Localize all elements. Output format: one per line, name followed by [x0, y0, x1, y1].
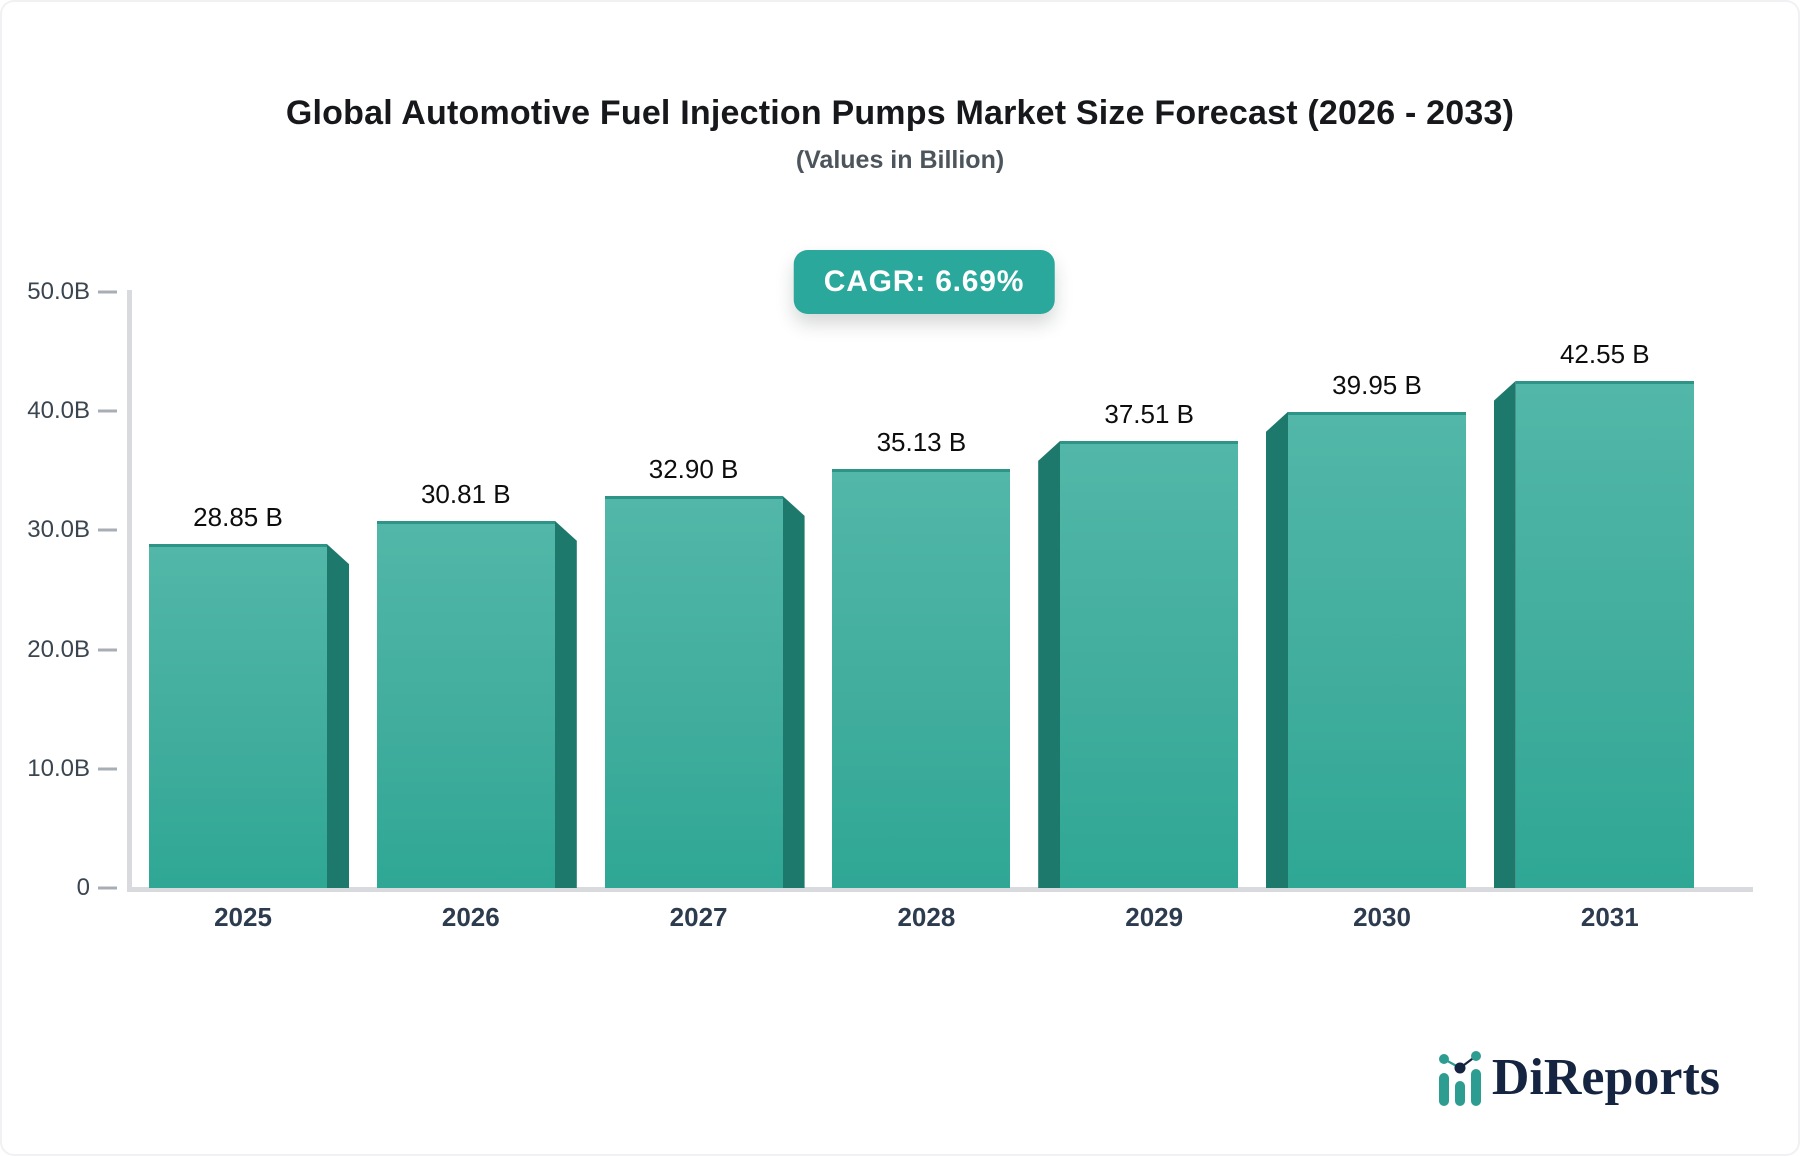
x-axis-tick-label: 2025	[214, 902, 272, 932]
x-axis-baseline	[127, 887, 1753, 892]
bar-value-label: 37.51 B	[1104, 398, 1194, 429]
bar-2025	[149, 544, 327, 888]
y-axis-tick-mark	[98, 528, 117, 532]
bar-2031-side-face	[1493, 380, 1516, 888]
bar-2029-side-face	[1038, 440, 1061, 888]
bar-value-label: 35.13 B	[876, 427, 967, 458]
chart-subtitle: (Values in Billion)	[795, 146, 1005, 174]
cagr-badge: CAGR: 6.69%	[793, 250, 1055, 314]
y-axis-tick-mark	[98, 648, 117, 652]
x-axis-tick-label: 2031	[1580, 902, 1639, 932]
x-axis-tick-label: 2029	[1125, 902, 1184, 932]
bar-2031	[1515, 380, 1694, 888]
bar-2026	[376, 520, 555, 888]
y-axis-tick-label: 10.0B	[27, 754, 90, 782]
logo-chart-icon	[1438, 1051, 1481, 1106]
y-axis-tick-label: 30.0B	[27, 516, 90, 544]
chart-title: Global Automotive Fuel Injection Pumps M…	[285, 94, 1515, 132]
x-axis-tick-label: 2030	[1353, 902, 1411, 932]
bar-2029	[1060, 440, 1239, 888]
logo-text: DiReports	[1491, 1049, 1720, 1106]
y-axis-tick-label: 40.0B	[27, 397, 90, 425]
brand-logo: DiReports	[1437, 1050, 1720, 1106]
y-axis-line	[127, 290, 132, 892]
bar-2027-side-face	[782, 495, 805, 888]
y-axis-tick-mark	[98, 409, 117, 413]
bar-2030-side-face	[1266, 411, 1288, 888]
bar-value-label: 42.55 B	[1559, 338, 1650, 369]
bar-value-label: 39.95 B	[1332, 369, 1422, 400]
bar-2030	[1288, 411, 1466, 888]
y-axis-tick-mark	[98, 290, 117, 294]
x-axis-tick-label: 2026	[441, 902, 500, 932]
x-axis-tick-label: 2028	[897, 902, 956, 932]
bar-2026-side-face	[554, 520, 577, 888]
y-axis-tick-label: 50.0B	[27, 278, 90, 305]
y-axis-tick-label: 20.0B	[27, 635, 90, 663]
bar-value-label: 32.90 B	[648, 453, 739, 484]
bar-value-label: 28.85 B	[193, 502, 283, 533]
bar-2025-side-face	[327, 544, 349, 888]
y-axis-tick-mark	[98, 767, 117, 771]
y-axis-tick-label: 0	[76, 874, 90, 901]
bar-2027	[604, 495, 783, 888]
x-axis-tick-label: 2027	[669, 902, 728, 932]
bar-2028	[832, 469, 1011, 888]
y-axis-tick-mark	[98, 886, 117, 890]
bar-value-label: 30.81 B	[420, 478, 511, 509]
